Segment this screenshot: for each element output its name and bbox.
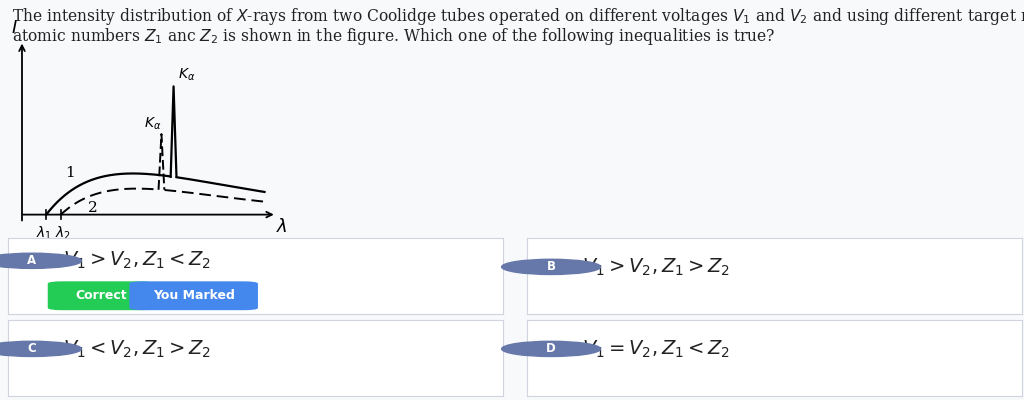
Text: C: C [28, 342, 36, 355]
Circle shape [502, 341, 600, 356]
Text: A: A [28, 254, 37, 267]
Text: Correct: Correct [75, 289, 127, 302]
Text: B: B [547, 260, 556, 273]
Text: 1: 1 [66, 166, 76, 180]
Text: $K_\alpha$: $K_\alpha$ [144, 116, 162, 132]
Text: The intensity distribution of $X$-rays from two Coolidge tubes operated on diffe: The intensity distribution of $X$-rays f… [12, 6, 1024, 27]
Text: $V_1 < V_2, Z_1 > Z_2$: $V_1 < V_2, Z_1 > Z_2$ [62, 338, 211, 360]
Text: $I$: $I$ [11, 19, 18, 37]
Circle shape [0, 253, 81, 268]
Circle shape [0, 341, 81, 356]
Circle shape [502, 259, 600, 274]
Text: D: D [546, 342, 556, 355]
Text: You Marked: You Marked [153, 289, 234, 302]
FancyBboxPatch shape [48, 281, 154, 310]
Text: $\lambda_2$: $\lambda_2$ [55, 225, 72, 242]
Text: atomic numbers $Z_1$ anc $Z_2$ is shown in the figure. Which one of the followin: atomic numbers $Z_1$ anc $Z_2$ is shown … [12, 26, 776, 47]
Text: $\lambda$: $\lambda$ [275, 218, 288, 236]
Text: $V_1 > V_2, Z_1 < Z_2$: $V_1 > V_2, Z_1 < Z_2$ [62, 250, 211, 272]
FancyBboxPatch shape [129, 281, 258, 310]
Text: 2: 2 [87, 201, 97, 215]
Text: $K_\alpha$: $K_\alpha$ [178, 66, 196, 83]
Text: $V_1 > V_2, Z_1 > Z_2$: $V_1 > V_2, Z_1 > Z_2$ [582, 256, 730, 278]
Text: $\lambda_1$: $\lambda_1$ [36, 225, 52, 242]
Text: $V_1 = V_2, Z_1 < Z_2$: $V_1 = V_2, Z_1 < Z_2$ [582, 338, 730, 360]
